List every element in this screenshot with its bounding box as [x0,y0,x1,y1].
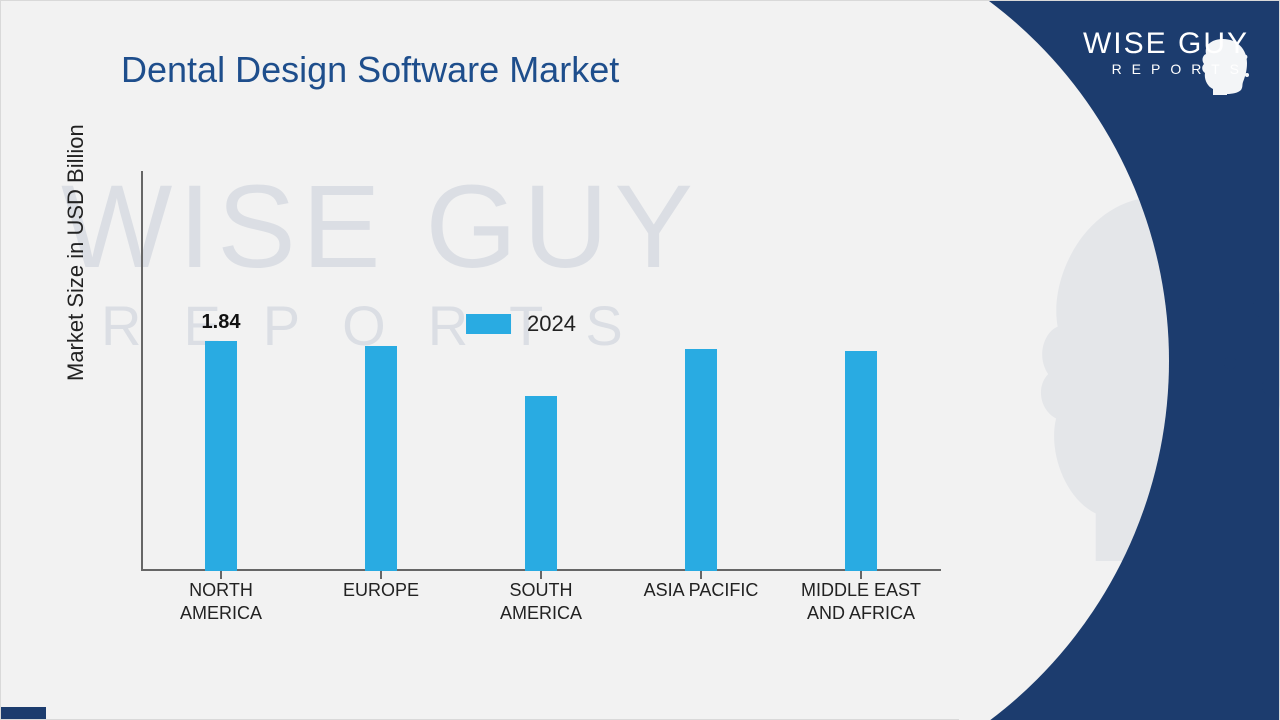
bar-group: MIDDLE EAST AND AFRICA [796,321,926,571]
bar-group: 1.84NORTH AMERICA [156,311,286,571]
bar-category-label: NORTH AMERICA [156,579,286,624]
panel-cutout-circle [959,1,1169,720]
bar-category-label: ASIA PACIFIC [636,579,766,602]
chart-title: Dental Design Software Market [121,49,619,91]
bar-value-label: 1.84 [202,311,241,335]
bar-category-label: SOUTH AMERICA [476,579,606,624]
x-tick [220,571,222,579]
bar [365,346,397,571]
x-tick [700,571,702,579]
bar-category-label: MIDDLE EAST AND AFRICA [796,579,926,624]
bar-group: ASIA PACIFIC [636,319,766,572]
bar [525,396,557,571]
bar-chart: 2024 1.84NORTH AMERICAEUROPESOUTH AMERIC… [101,161,941,701]
bar-category-label: EUROPE [316,579,446,602]
page-root: WISE GUY REPORTS WISE GUY REPORTS Dental [0,0,1280,720]
x-tick [540,571,542,579]
brand-head-icon [1195,35,1255,95]
brand-logo: WISE GUY REPORTS [1083,29,1249,77]
y-axis-line [141,171,143,571]
y-axis-label: Market Size in USD Billion [63,124,89,381]
bar [845,351,877,571]
bar-group: SOUTH AMERICA [476,366,606,571]
plot-area: 1.84NORTH AMERICAEUROPESOUTH AMERICAASIA… [141,171,941,571]
x-tick [860,571,862,579]
bottom-accent-bar [1,707,46,719]
bar [685,349,717,572]
right-brand-panel [959,1,1279,720]
bar [205,341,237,571]
x-tick [380,571,382,579]
bar-group: EUROPE [316,316,446,571]
